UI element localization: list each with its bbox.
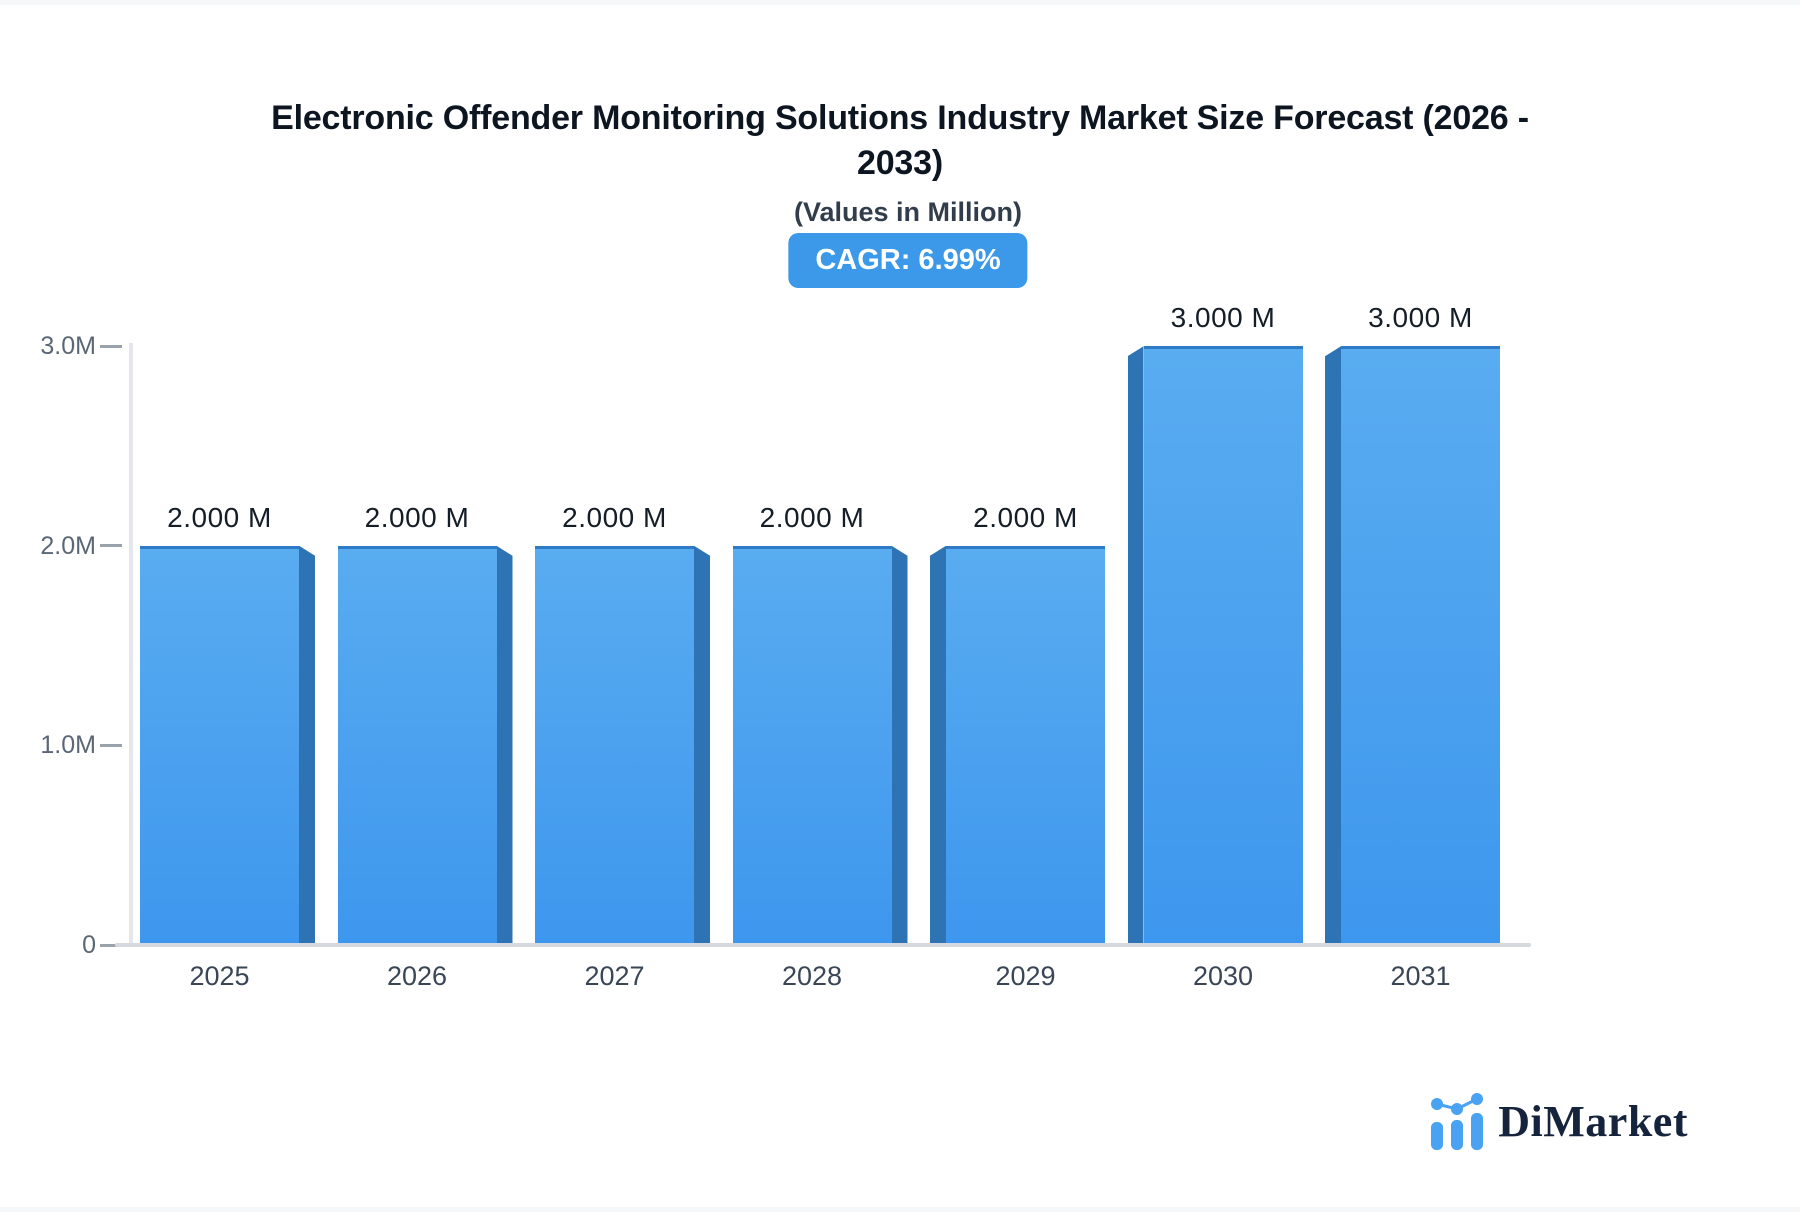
- bar-side-face: [496, 545, 513, 945]
- bar[interactable]: [140, 545, 299, 945]
- x-axis-label: 2031: [1390, 961, 1451, 991]
- cagr-badge: CAGR: 6.99%: [788, 233, 1028, 288]
- y-tick-mark: [100, 943, 122, 947]
- bar-side-face: [1325, 346, 1341, 945]
- y-tick-label: 1.0M: [40, 731, 96, 760]
- bar-value-label: 3.000 M: [1170, 302, 1276, 334]
- y-tick-label: 3.0M: [40, 332, 96, 361]
- bar[interactable]: [535, 545, 694, 945]
- bar-side-face: [930, 545, 946, 945]
- y-tick-label: 0: [82, 931, 96, 959]
- chart-subtitle: (Values in Million): [793, 197, 1023, 227]
- brand-name: DiMarket: [1498, 1096, 1688, 1146]
- y-tick-label: 2.0M: [40, 531, 96, 560]
- bar-chart-logo-icon: [1431, 1093, 1484, 1150]
- bar-value-label: 2.000 M: [364, 501, 470, 533]
- chart-title: Electronic Offender Monitoring Solutions…: [0, 96, 1800, 186]
- top-edge-strip: [0, 0, 1800, 5]
- bar-value-label: 2.000 M: [167, 501, 272, 533]
- y-tick-mark: [100, 743, 122, 747]
- bar-value-label: 2.000 M: [973, 501, 1078, 533]
- bar[interactable]: [946, 545, 1105, 945]
- bar-side-face: [891, 545, 908, 945]
- x-axis-label: 2030: [1192, 961, 1254, 991]
- bar-side-face: [694, 545, 710, 945]
- brand-watermark: DiMarket: [1428, 1090, 1688, 1152]
- x-axis-label: 2027: [584, 961, 645, 991]
- bar-side-face: [299, 545, 315, 945]
- bar[interactable]: [337, 545, 497, 945]
- x-axis-label: 2029: [995, 961, 1056, 991]
- bar-value-label: 2.000 M: [562, 501, 667, 533]
- x-axis-line: [115, 943, 1531, 947]
- y-tick-mark: [100, 544, 122, 548]
- bottom-edge-strip: [0, 1207, 1800, 1212]
- chart-title-line2: 2033): [857, 144, 943, 182]
- bar-value-label: 3.000 M: [1368, 302, 1473, 334]
- y-tick-mark: [100, 344, 122, 348]
- bar[interactable]: [1341, 346, 1500, 945]
- x-axis-label: 2028: [781, 961, 843, 991]
- x-axis-label: 2025: [189, 961, 250, 991]
- bar[interactable]: [732, 545, 892, 945]
- chart-title-line1: Electronic Offender Monitoring Solutions…: [271, 99, 1529, 137]
- bar[interactable]: [1143, 346, 1303, 945]
- y-axis-line: [129, 343, 133, 947]
- bar-side-face: [1127, 346, 1144, 945]
- bar-value-label: 2.000 M: [759, 501, 865, 533]
- x-axis-label: 2026: [386, 961, 448, 991]
